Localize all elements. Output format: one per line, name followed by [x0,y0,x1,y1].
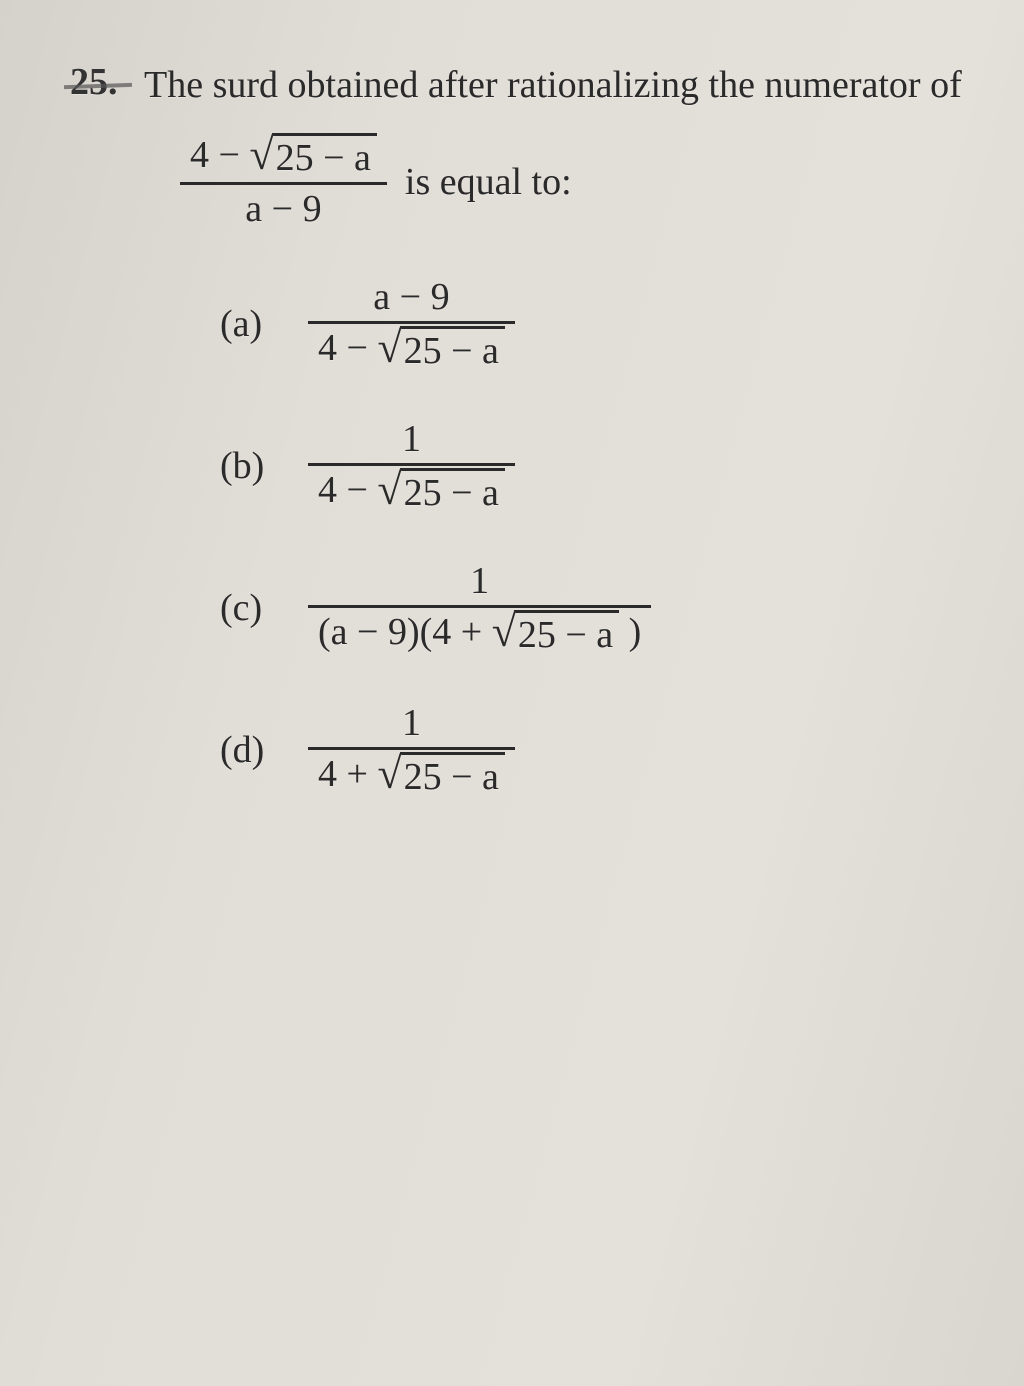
sqrt-icon: √ 25 − a [249,133,376,180]
numerator-prefix: 4 − [190,134,240,176]
radical-icon: √ [492,612,516,659]
option-b-label: (b) [220,444,290,488]
option-c-denominator: (a − 9)(4 + √ 25 − a ) [308,608,651,659]
option-c-row: (c) 1 (a − 9)(4 + √ 25 − a ) [220,557,974,659]
option-a-den-radicand: 25 − a [400,326,505,373]
sqrt-icon: √ 25 − a [377,468,504,515]
option-a-den-prefix: 4 − [318,327,368,369]
numerator-radicand: 25 − a [272,133,377,180]
option-b-den-prefix: 4 − [318,469,368,511]
sqrt-icon: √ 25 − a [492,610,619,657]
sqrt-icon: √ 25 − a [377,326,504,373]
radical-icon: √ [377,328,401,375]
option-c-label: (c) [220,586,290,630]
option-c-den-radicand: 25 − a [514,610,619,657]
option-a-numerator: a − 9 [363,273,459,321]
option-b-numerator: 1 [392,415,431,463]
question-row: 25. The surd obtained after rationalizin… [70,60,974,111]
option-d-label: (d) [220,728,290,772]
option-b-row: (b) 1 4 − √ 25 − a [220,415,974,517]
option-c-fraction: 1 (a − 9)(4 + √ 25 − a ) [308,557,651,659]
option-a-denominator: 4 − √ 25 − a [308,324,515,375]
question-stem: The surd obtained after rationalizing th… [144,60,962,111]
option-a-row: (a) a − 9 4 − √ 25 − a [220,273,974,375]
option-b-den-radicand: 25 − a [400,468,505,515]
option-a-fraction: a − 9 4 − √ 25 − a [308,273,515,375]
option-d-row: (d) 1 4 + √ 25 − a [220,699,974,801]
sqrt-icon: √ 25 − a [377,752,504,799]
main-fraction-numerator: 4 − √ 25 − a [180,131,387,182]
option-d-den-radicand: 25 − a [400,752,505,799]
main-fraction-denominator: a − 9 [235,185,331,233]
option-c-numerator: 1 [460,557,499,605]
radical-icon: √ [249,135,273,182]
option-d-fraction: 1 4 + √ 25 − a [308,699,515,801]
option-b-denominator: 4 − √ 25 − a [308,466,515,517]
radical-icon: √ [377,470,401,517]
radical-icon: √ [377,754,401,801]
option-c-den-left: (a − 9)(4 + [318,611,482,653]
page: 25. The surd obtained after rationalizin… [0,0,1024,1386]
option-d-den-prefix: 4 + [318,753,368,795]
option-a-label: (a) [220,302,290,346]
option-d-denominator: 4 + √ 25 − a [308,750,515,801]
option-b-fraction: 1 4 − √ 25 − a [308,415,515,517]
question-number-text: 25. [70,61,118,103]
option-c-den-right: ) [629,611,642,653]
option-d-numerator: 1 [392,699,431,747]
question-number: 25. [70,60,130,104]
question-tail: is equal to: [405,160,572,204]
main-fraction: 4 − √ 25 − a a − 9 [180,131,387,233]
main-expression-row: 4 − √ 25 − a a − 9 is equal to: [180,131,974,233]
